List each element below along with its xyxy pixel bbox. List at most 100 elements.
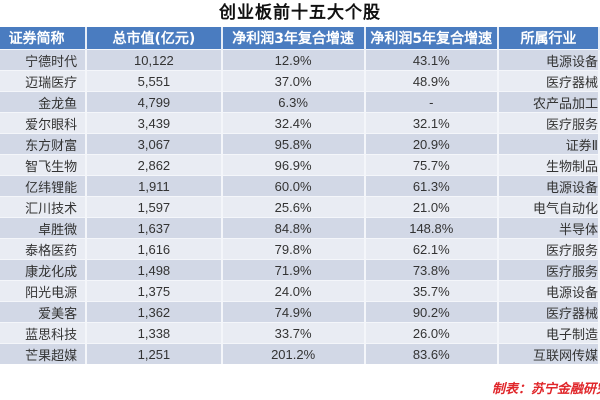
cagr5-cell: 73.8% bbox=[364, 259, 499, 281]
stock-name-cell: 泰格医药 bbox=[0, 238, 88, 260]
table-row: 蓝思科技 1,338 33.7% 26.0% 电子制造 bbox=[0, 322, 600, 344]
header-cagr3: 净利润3年复合增速 bbox=[221, 27, 366, 50]
table-row: 康龙化成 1,498 71.9% 73.8% 医疗服务 bbox=[0, 259, 600, 281]
table-row: 爱美客 1,362 74.9% 90.2% 医疗器械 bbox=[0, 301, 600, 323]
industry-cell: 生物制品 bbox=[497, 154, 600, 176]
cagr5-cell: 61.3% bbox=[364, 175, 499, 197]
market-cap-cell: 3,067 bbox=[86, 133, 223, 155]
cagr5-cell: 148.8% bbox=[364, 217, 499, 239]
table-title: 创业板前十五大个股 bbox=[219, 3, 381, 23]
table-row: 亿纬锂能 1,911 60.0% 61.3% 电源设备 bbox=[0, 175, 600, 197]
cagr3-cell: 25.6% bbox=[221, 196, 366, 218]
industry-cell: 电源设备 bbox=[497, 49, 600, 71]
industry-cell: 电气自动化 bbox=[497, 196, 600, 218]
table-row: 宁德时代 10,122 12.9% 43.1% 电源设备 bbox=[0, 49, 600, 71]
cagr3-cell: 74.9% bbox=[221, 301, 366, 323]
stock-name-cell: 爱美客 bbox=[0, 301, 88, 323]
market-cap-cell: 1,375 bbox=[86, 280, 223, 302]
header-row: 证券简称 总市值(亿元) 净利润3年复合增速 净利润5年复合增速 所属行业 bbox=[0, 27, 600, 50]
industry-cell: 医疗器械 bbox=[497, 301, 600, 323]
table-body: 宁德时代 10,122 12.9% 43.1% 电源设备 迈瑞医疗 5,551 37.0% 48… bbox=[0, 49, 600, 364]
industry-cell: 互联网传媒 bbox=[497, 343, 600, 364]
stock-name-cell: 亿纬锂能 bbox=[0, 175, 88, 197]
cagr5-cell: 48.9% bbox=[364, 70, 499, 92]
stock-name-cell: 汇川技术 bbox=[0, 196, 88, 218]
stock-name-cell: 阳光电源 bbox=[0, 280, 88, 302]
industry-cell: 医疗器械 bbox=[497, 70, 600, 92]
cagr5-cell: 75.7% bbox=[364, 154, 499, 176]
cagr3-cell: 32.4% bbox=[221, 112, 366, 134]
industry-cell: 电子制造 bbox=[497, 322, 600, 344]
industry-cell: 电源设备 bbox=[497, 280, 600, 302]
industry-cell: 电源设备 bbox=[497, 175, 600, 197]
cagr3-cell: 71.9% bbox=[221, 259, 366, 281]
industry-cell: 医疗服务 bbox=[497, 259, 600, 281]
table-row: 芒果超媒 1,251 201.2% 83.6% 互联网传媒 bbox=[0, 343, 600, 364]
cagr5-cell: - bbox=[364, 91, 499, 113]
market-cap-cell: 10,122 bbox=[86, 49, 223, 71]
stock-name-cell: 蓝思科技 bbox=[0, 322, 88, 344]
stock-name-cell: 迈瑞医疗 bbox=[0, 70, 88, 92]
stock-name-cell: 智飞生物 bbox=[0, 154, 88, 176]
stock-name-cell: 爱尔眼科 bbox=[0, 112, 88, 134]
table-row: 卓胜微 1,637 84.8% 148.8% 半导体 bbox=[0, 217, 600, 239]
cagr3-cell: 24.0% bbox=[221, 280, 366, 302]
market-cap-cell: 1,498 bbox=[86, 259, 223, 281]
header-industry: 所属行业 bbox=[497, 27, 600, 50]
market-cap-cell: 1,597 bbox=[86, 196, 223, 218]
stock-name-cell: 卓胜微 bbox=[0, 217, 88, 239]
market-cap-cell: 3,439 bbox=[86, 112, 223, 134]
stock-name-cell: 金龙鱼 bbox=[0, 91, 88, 113]
market-cap-cell: 1,616 bbox=[86, 238, 223, 260]
table-row: 金龙鱼 4,799 6.3% - 农产品加工 bbox=[0, 91, 600, 113]
industry-cell: 医疗服务 bbox=[497, 112, 600, 134]
header-cagr5: 净利润5年复合增速 bbox=[364, 27, 499, 50]
market-cap-cell: 1,251 bbox=[86, 343, 223, 364]
industry-cell: 半导体 bbox=[497, 217, 600, 239]
cagr5-cell: 21.0% bbox=[364, 196, 499, 218]
stock-name-cell: 东方财富 bbox=[0, 133, 88, 155]
cagr3-cell: 96.9% bbox=[221, 154, 366, 176]
stock-name-cell: 宁德时代 bbox=[0, 49, 88, 71]
table-row: 泰格医药 1,616 79.8% 62.1% 医疗服务 bbox=[0, 238, 600, 260]
cagr3-cell: 12.9% bbox=[221, 49, 366, 71]
cagr5-cell: 62.1% bbox=[364, 238, 499, 260]
table-row: 爱尔眼科 3,439 32.4% 32.1% 医疗服务 bbox=[0, 112, 600, 134]
cagr5-cell: 43.1% bbox=[364, 49, 499, 71]
market-cap-cell: 2,862 bbox=[86, 154, 223, 176]
industry-cell: 农产品加工 bbox=[497, 91, 600, 113]
stock-name-cell: 康龙化成 bbox=[0, 259, 88, 281]
market-cap-cell: 4,799 bbox=[86, 91, 223, 113]
cagr3-cell: 201.2% bbox=[221, 343, 366, 364]
cagr3-cell: 84.8% bbox=[221, 217, 366, 239]
source-note: 制表：苏宁金融研究院 bbox=[492, 382, 600, 397]
cagr5-cell: 83.6% bbox=[364, 343, 499, 364]
header-market-cap: 总市值(亿元) bbox=[86, 27, 223, 50]
stock-table-container: 证券简称 总市值(亿元) 净利润3年复合增速 净利润5年复合增速 所属行业 宁德… bbox=[0, 27, 600, 364]
industry-cell: 医疗服务 bbox=[497, 238, 600, 260]
header-name: 证券简称 bbox=[0, 27, 88, 50]
table-row: 东方财富 3,067 95.8% 20.9% 证券Ⅱ bbox=[0, 133, 600, 155]
stock-table: 证券简称 总市值(亿元) 净利润3年复合增速 净利润5年复合增速 所属行业 宁德… bbox=[0, 27, 600, 364]
table-row: 汇川技术 1,597 25.6% 21.0% 电气自动化 bbox=[0, 196, 600, 218]
cagr5-cell: 32.1% bbox=[364, 112, 499, 134]
industry-cell: 证券Ⅱ bbox=[497, 133, 600, 155]
table-row: 阳光电源 1,375 24.0% 35.7% 电源设备 bbox=[0, 280, 600, 302]
market-cap-cell: 5,551 bbox=[86, 70, 223, 92]
cagr5-cell: 90.2% bbox=[364, 301, 499, 323]
cagr3-cell: 79.8% bbox=[221, 238, 366, 260]
market-cap-cell: 1,911 bbox=[86, 175, 223, 197]
cagr5-cell: 35.7% bbox=[364, 280, 499, 302]
cagr3-cell: 37.0% bbox=[221, 70, 366, 92]
market-cap-cell: 1,338 bbox=[86, 322, 223, 344]
cagr5-cell: 26.0% bbox=[364, 322, 499, 344]
cagr3-cell: 6.3% bbox=[221, 91, 366, 113]
cagr5-cell: 20.9% bbox=[364, 133, 499, 155]
cagr3-cell: 95.8% bbox=[221, 133, 366, 155]
table-row: 智飞生物 2,862 96.9% 75.7% 生物制品 bbox=[0, 154, 600, 176]
cagr3-cell: 60.0% bbox=[221, 175, 366, 197]
market-cap-cell: 1,362 bbox=[86, 301, 223, 323]
stock-name-cell: 芒果超媒 bbox=[0, 343, 88, 364]
market-cap-cell: 1,637 bbox=[86, 217, 223, 239]
table-row: 迈瑞医疗 5,551 37.0% 48.9% 医疗器械 bbox=[0, 70, 600, 92]
